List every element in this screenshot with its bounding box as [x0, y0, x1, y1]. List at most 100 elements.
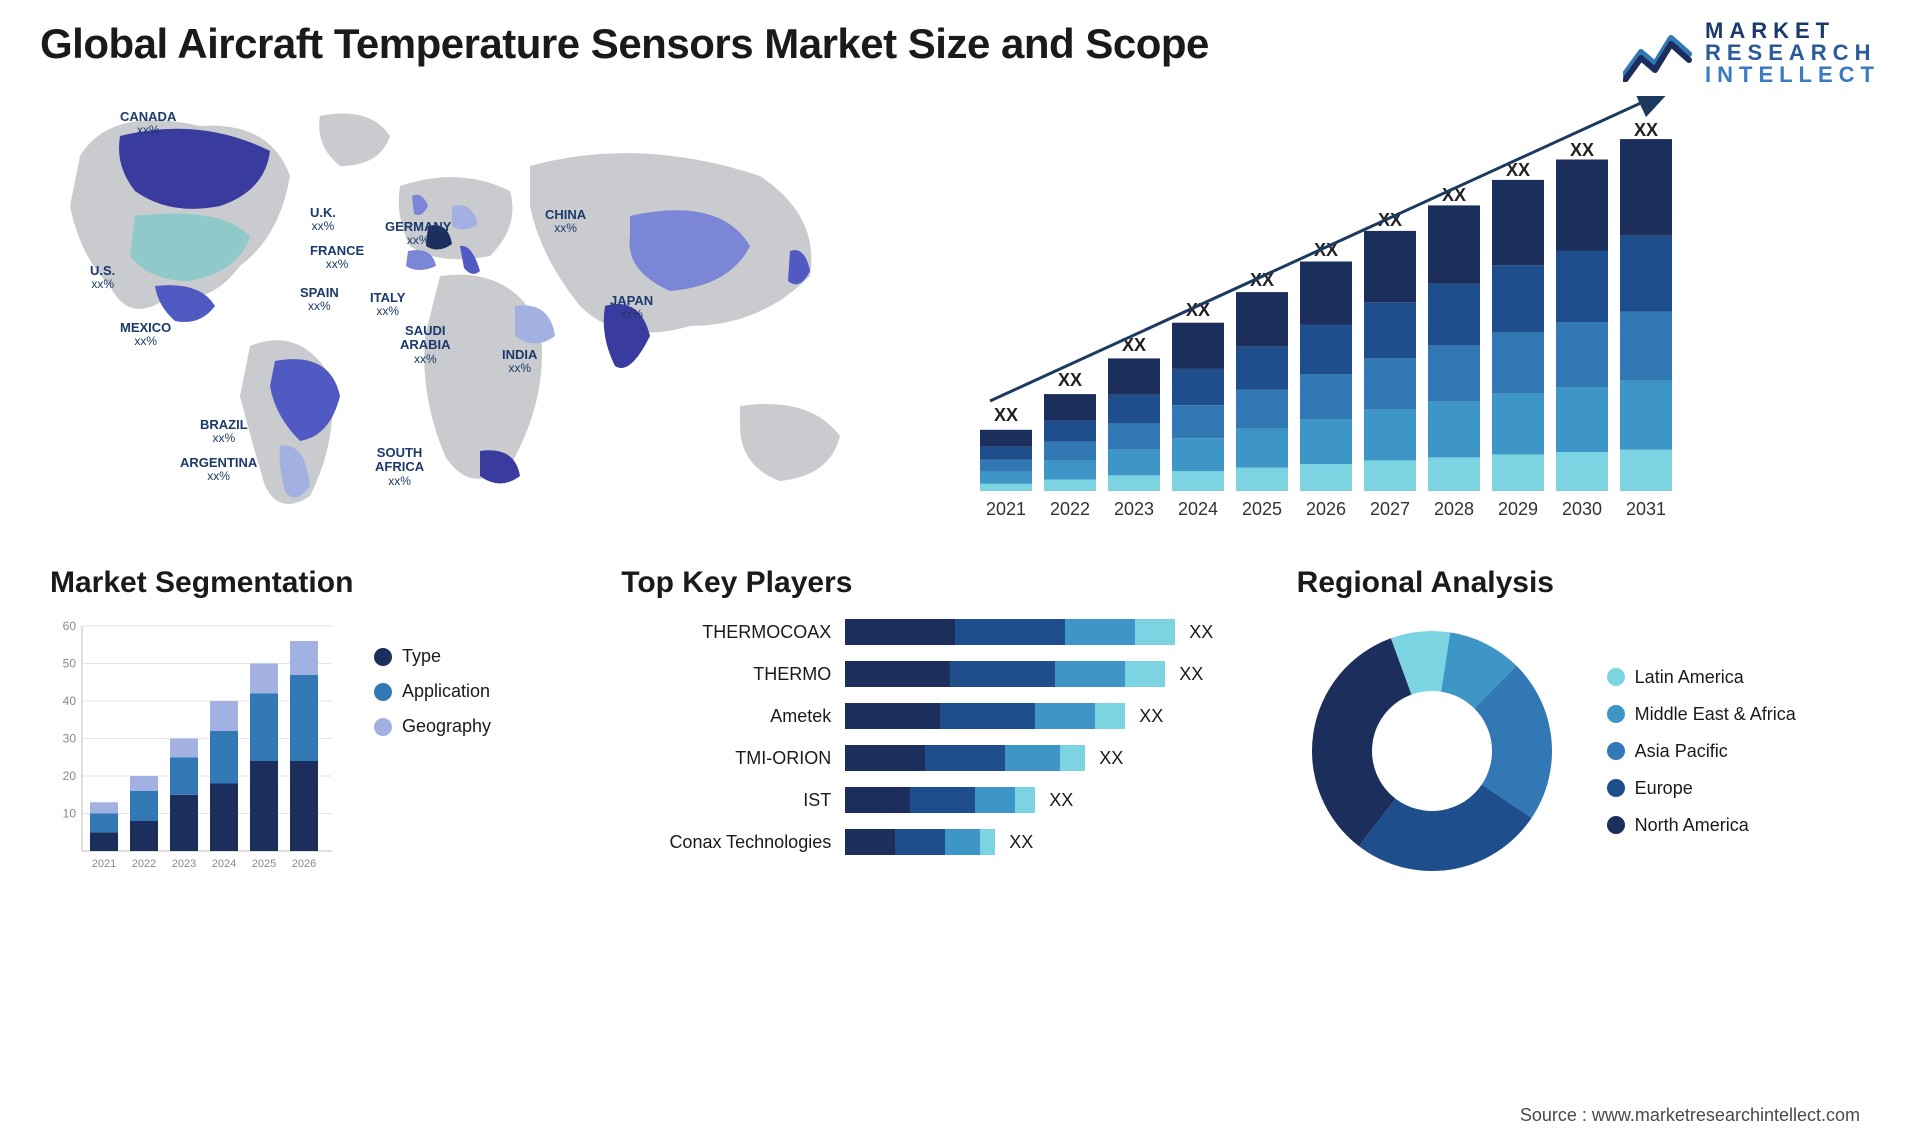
map-label: GERMANYxx% — [385, 220, 451, 247]
map-label: SAUDIARABIAxx% — [400, 324, 451, 366]
player-row: Ametek XX — [621, 700, 1246, 732]
logo-line1: MARKET — [1705, 20, 1880, 42]
segmentation-chart: 10 20 30 40 50 60 2021 2022 2023 2024 2025 2026 — [50, 616, 350, 876]
player-value: XX — [1179, 664, 1203, 685]
svg-text:10: 10 — [63, 807, 77, 821]
header: Global Aircraft Temperature Sensors Mark… — [40, 20, 1880, 86]
svg-text:2022: 2022 — [132, 858, 156, 870]
svg-text:2023: 2023 — [172, 858, 196, 870]
svg-text:XX: XX — [1058, 370, 1082, 390]
player-value: XX — [1139, 706, 1163, 727]
player-row: Conax Technologies XX — [621, 826, 1246, 858]
logo-icon — [1623, 24, 1693, 82]
map-label: JAPANxx% — [610, 294, 653, 321]
source-label: Source : www.marketresearchintellect.com — [1520, 1105, 1860, 1126]
segmentation-section: Market Segmentation 10 20 30 40 50 60 2021 2022… — [50, 566, 571, 886]
svg-text:2024: 2024 — [1178, 499, 1218, 519]
svg-text:40: 40 — [63, 694, 77, 708]
player-bar — [845, 745, 1085, 771]
players-chart: THERMOCOAXXXTHERMOXXAmetekXXTMI-ORIONXXI… — [621, 616, 1246, 858]
legend-item: North America — [1607, 815, 1796, 836]
svg-text:2022: 2022 — [1050, 499, 1090, 519]
player-bar — [845, 619, 1175, 645]
map-svg — [40, 96, 910, 526]
player-name: Ametek — [621, 706, 831, 727]
player-value: XX — [1049, 790, 1073, 811]
svg-text:XX: XX — [1634, 120, 1658, 140]
svg-text:2021: 2021 — [986, 499, 1026, 519]
svg-text:20: 20 — [63, 769, 77, 783]
regional-title: Regional Analysis — [1297, 566, 1870, 600]
player-row: TMI-ORION XX — [621, 742, 1246, 774]
legend-item: Europe — [1607, 778, 1796, 799]
logo-text: MARKET RESEARCH INTELLECT — [1705, 20, 1880, 86]
world-map: CANADAxx% U.S.xx% MEXICOxx% BRAZILxx% ARGENT… — [40, 96, 910, 526]
logo-line2: RESEARCH — [1705, 42, 1880, 64]
svg-text:2028: 2028 — [1434, 499, 1474, 519]
svg-text:2025: 2025 — [1242, 499, 1282, 519]
map-label: INDIAxx% — [502, 348, 537, 375]
map-label: U.S.xx% — [90, 264, 115, 291]
svg-text:2025: 2025 — [252, 858, 276, 870]
top-row: CANADAxx% U.S.xx% MEXICOxx% BRAZILxx% ARGENT… — [40, 96, 1880, 526]
map-label: BRAZILxx% — [200, 418, 248, 445]
map-label: U.K.xx% — [310, 206, 336, 233]
legend-item: Type — [374, 646, 491, 667]
player-name: Conax Technologies — [621, 832, 831, 853]
map-label: SOUTHAFRICAxx% — [375, 446, 424, 488]
logo-line3: INTELLECT — [1705, 64, 1880, 86]
brand-logo: MARKET RESEARCH INTELLECT — [1623, 20, 1880, 86]
player-name: TMI-ORION — [621, 748, 831, 769]
regional-donut — [1297, 616, 1567, 886]
map-label: SPAINxx% — [300, 286, 339, 313]
players-title: Top Key Players — [621, 566, 1246, 600]
growth-chart: 2021XX2022XX2023XX2024XX2025XX2026XX2027… — [940, 96, 1880, 526]
legend-item: Middle East & Africa — [1607, 704, 1796, 725]
player-name: IST — [621, 790, 831, 811]
svg-text:2031: 2031 — [1626, 499, 1666, 519]
player-value: XX — [1099, 748, 1123, 769]
map-label: MEXICOxx% — [120, 321, 171, 348]
svg-text:30: 30 — [63, 732, 77, 746]
svg-text:2027: 2027 — [1370, 499, 1410, 519]
player-bar — [845, 661, 1165, 687]
legend-item: Geography — [374, 716, 491, 737]
svg-text:2030: 2030 — [1562, 499, 1602, 519]
svg-text:2026: 2026 — [292, 858, 316, 870]
map-label: FRANCExx% — [310, 244, 364, 271]
segmentation-title: Market Segmentation — [50, 566, 571, 600]
legend-item: Latin America — [1607, 667, 1796, 688]
bottom-row: Market Segmentation 10 20 30 40 50 60 2021 2022… — [40, 566, 1880, 886]
regional-legend: Latin America Middle East & Africa Asia Pa… — [1607, 667, 1796, 836]
map-label: ITALYxx% — [370, 291, 405, 318]
svg-text:50: 50 — [63, 657, 77, 671]
player-bar — [845, 787, 1035, 813]
map-label: ARGENTINAxx% — [180, 456, 257, 483]
player-value: XX — [1009, 832, 1033, 853]
player-bar — [845, 703, 1125, 729]
svg-text:2026: 2026 — [1306, 499, 1346, 519]
map-label: CANADAxx% — [120, 110, 176, 137]
player-value: XX — [1189, 622, 1213, 643]
map-label: CHINAxx% — [545, 208, 586, 235]
segmentation-legend: Type Application Geography — [374, 616, 491, 737]
legend-item: Asia Pacific — [1607, 741, 1796, 762]
player-row: THERMO XX — [621, 658, 1246, 690]
player-name: THERMOCOAX — [621, 622, 831, 643]
regional-section: Regional Analysis Latin America Middle Ea… — [1297, 566, 1870, 886]
player-row: IST XX — [621, 784, 1246, 816]
svg-text:2029: 2029 — [1498, 499, 1538, 519]
svg-text:2021: 2021 — [92, 858, 116, 870]
svg-text:XX: XX — [994, 405, 1018, 425]
player-row: THERMOCOAX XX — [621, 616, 1246, 648]
svg-text:60: 60 — [63, 619, 77, 633]
svg-text:2023: 2023 — [1114, 499, 1154, 519]
svg-text:2024: 2024 — [212, 858, 236, 870]
legend-item: Application — [374, 681, 491, 702]
page-title: Global Aircraft Temperature Sensors Mark… — [40, 20, 1209, 68]
svg-text:XX: XX — [1570, 140, 1594, 160]
players-section: Top Key Players THERMOCOAXXXTHERMOXXAmet… — [621, 566, 1246, 886]
player-bar — [845, 829, 995, 855]
player-name: THERMO — [621, 664, 831, 685]
growth-svg: 2021XX2022XX2023XX2024XX2025XX2026XX2027… — [940, 96, 1880, 526]
